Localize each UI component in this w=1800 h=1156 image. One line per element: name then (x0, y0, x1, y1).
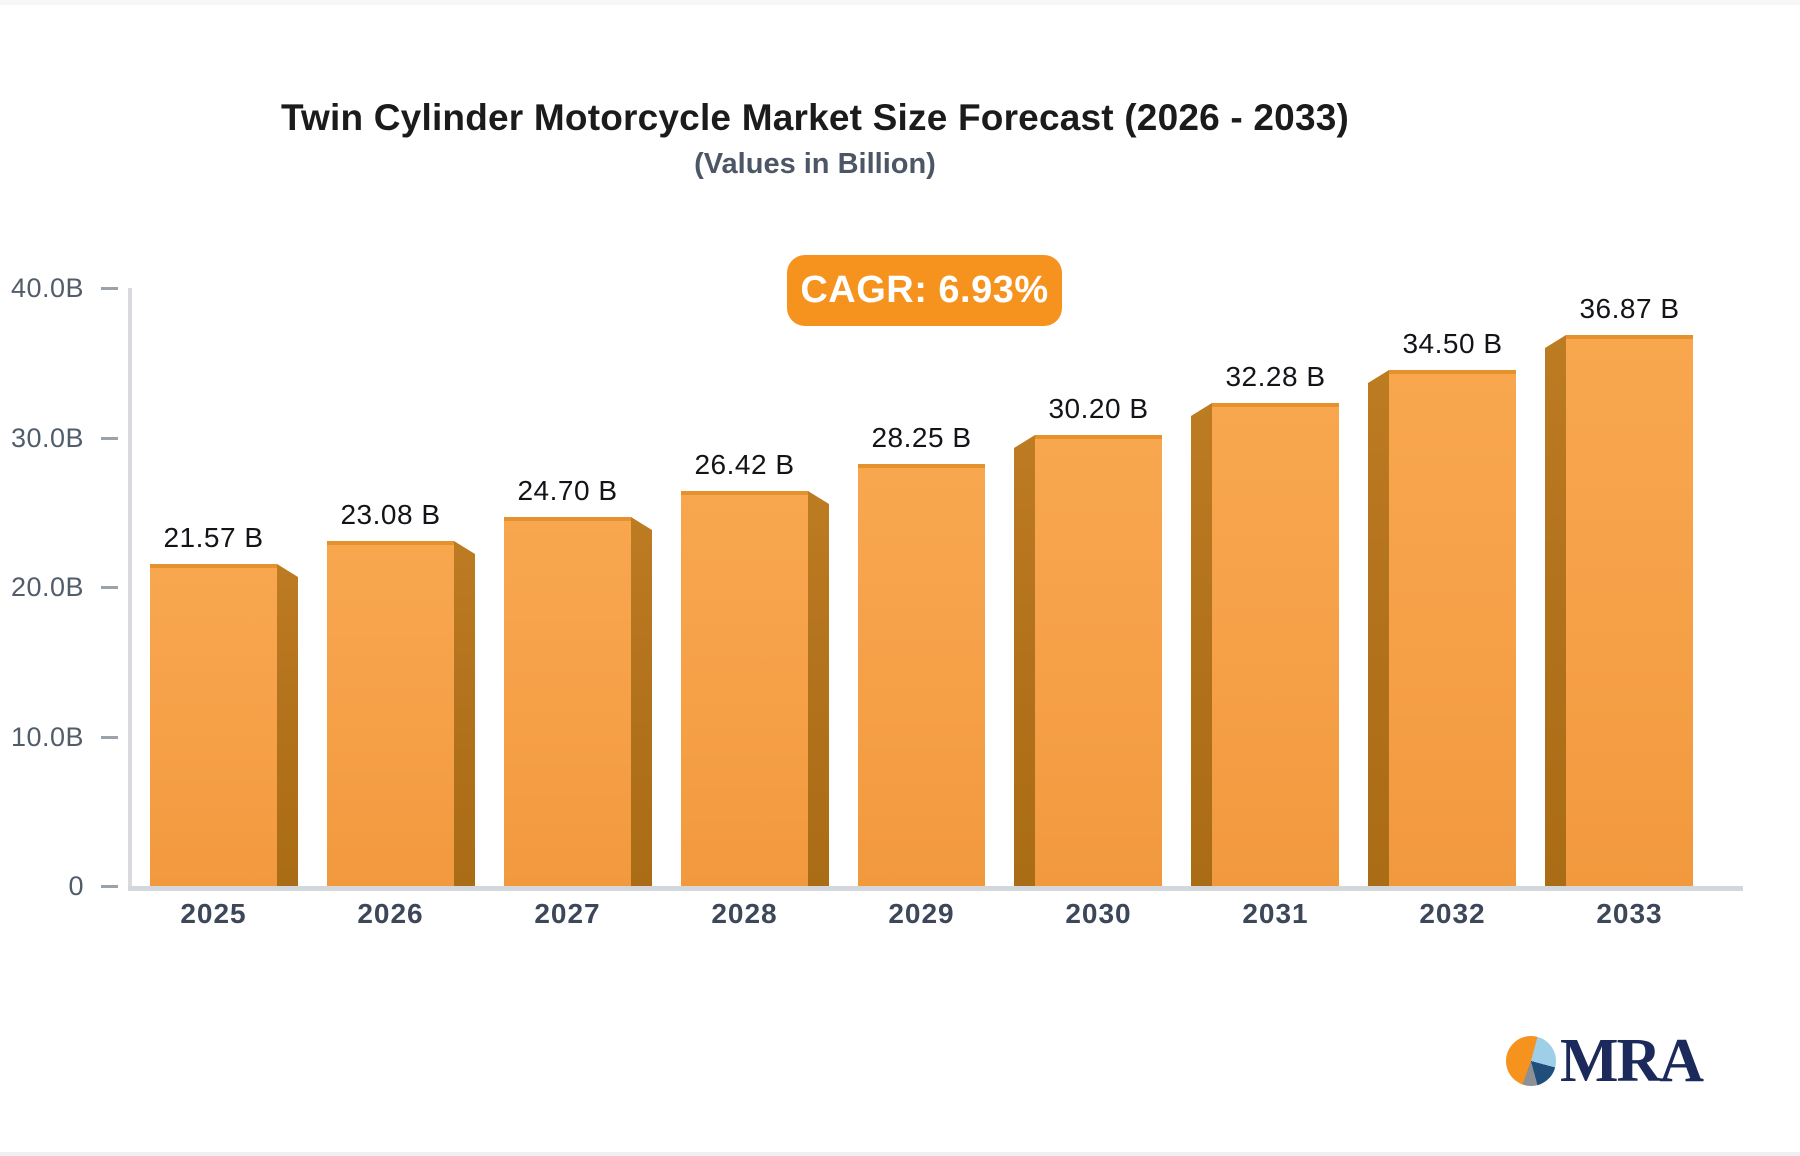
bar-2033 (1566, 335, 1693, 886)
bar-3d-side-2030 (1014, 435, 1035, 886)
bar-value-label: 23.08 B (340, 499, 441, 530)
x-axis-line (128, 886, 1743, 891)
bar-2025 (150, 564, 277, 886)
x-axis-label-2027: 2027 (534, 898, 601, 929)
bar-2029 (858, 464, 985, 886)
bar-3d-side-2025 (277, 564, 298, 886)
x-axis-label-2028: 2028 (711, 898, 778, 929)
x-axis-label-2026: 2026 (357, 898, 424, 929)
bar-2026 (327, 541, 454, 886)
bar-value-label: 21.57 B (163, 522, 264, 553)
mra-pie-icon (1506, 1036, 1556, 1086)
y-axis-line (128, 288, 132, 888)
mra-logo: MRA (1506, 1027, 1704, 1095)
cagr-badge: CAGR: 6.93% (787, 255, 1062, 326)
y-axis-tick-mark (101, 287, 118, 290)
bar-3d-side-2027 (631, 517, 652, 886)
top-edge-strip (0, 0, 1800, 5)
bar-value-label: 28.25 B (871, 422, 972, 453)
y-axis-tick-mark (101, 735, 118, 739)
bar-3d-side-2028 (808, 491, 829, 886)
y-axis-tick-label: 30.0B (10, 422, 84, 453)
bar-2032 (1389, 370, 1516, 886)
bottom-edge-strip (0, 1152, 1800, 1156)
bar-value-label: 24.70 B (517, 475, 618, 506)
chart-subtitle: (Values in Billion) (694, 148, 936, 180)
bar-value-label: 36.87 B (1579, 293, 1680, 324)
bar-2027 (504, 517, 631, 886)
bar-3d-side-2032 (1368, 370, 1389, 886)
bar-2030 (1035, 435, 1162, 886)
y-axis-tick-label: 0 (68, 871, 84, 901)
bar-value-label: 32.28 B (1225, 361, 1326, 392)
x-axis-label-2031: 2031 (1242, 898, 1309, 929)
y-axis-tick-mark (101, 436, 118, 440)
bar-2031 (1212, 403, 1339, 886)
x-axis-label-2030: 2030 (1065, 898, 1132, 929)
bar-3d-side-2033 (1545, 335, 1566, 886)
y-axis-tick-label: 40.0B (10, 273, 84, 303)
y-axis-tick-mark (101, 586, 118, 589)
y-axis-tick-label: 10.0B (10, 721, 84, 752)
x-axis-label-2029: 2029 (888, 898, 955, 929)
y-axis-tick-mark (101, 885, 118, 888)
bar-value-label: 30.20 B (1048, 393, 1149, 424)
bar-3d-side-2031 (1191, 403, 1212, 886)
bar-2028 (681, 491, 808, 886)
x-axis-label-2033: 2033 (1596, 898, 1663, 929)
bar-value-label: 34.50 B (1402, 328, 1503, 359)
mra-logo-text: MRA (1560, 1027, 1704, 1095)
x-axis-label-2025: 2025 (180, 898, 247, 929)
x-axis-label-2032: 2032 (1419, 898, 1486, 929)
bar-3d-side-2026 (454, 541, 475, 886)
chart-title: Twin Cylinder Motorcycle Market Size For… (280, 97, 1350, 138)
y-axis-tick-label: 20.0B (10, 572, 84, 602)
bar-value-label: 26.42 B (694, 449, 795, 480)
